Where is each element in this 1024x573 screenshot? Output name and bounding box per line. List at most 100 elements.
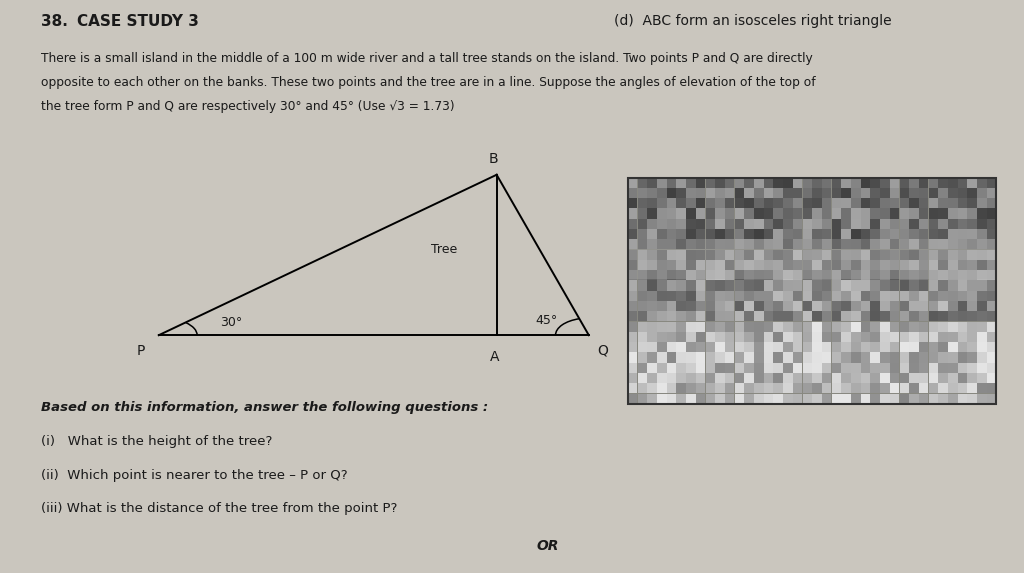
Text: (d)  ABC form an isosceles right triangle: (d) ABC form an isosceles right triangle [614,14,892,28]
Bar [638,373,647,383]
Bar [968,270,977,280]
Bar [647,373,656,383]
Bar [764,383,773,394]
Bar [706,332,715,342]
Bar [754,321,764,332]
Text: B: B [488,152,499,166]
Bar [734,383,744,394]
Bar [647,383,656,394]
Bar [899,260,909,270]
Bar [638,363,647,373]
Bar [968,229,977,239]
Bar [715,383,725,394]
Bar [812,373,822,383]
Bar [725,332,734,342]
Bar [803,394,812,404]
Bar [696,311,706,321]
Bar [861,332,870,342]
Bar [812,383,822,394]
Bar [686,260,695,270]
Bar [647,209,656,218]
Bar [793,198,803,208]
Bar [657,311,667,321]
Bar [667,188,676,198]
Bar [686,250,695,260]
Bar [919,373,929,383]
Text: (iii) What is the distance of the tree from the point P?: (iii) What is the distance of the tree f… [41,502,397,515]
Bar [831,342,841,352]
Bar [754,291,764,301]
Bar [831,209,841,218]
Bar [696,373,706,383]
Bar [909,229,919,239]
Bar [657,332,667,342]
Bar [686,342,695,352]
Bar [793,363,803,373]
Bar [715,363,725,373]
Bar [909,311,919,321]
Bar [929,260,938,270]
Bar [851,301,860,311]
Bar [706,250,715,260]
Bar [987,209,996,218]
Bar [968,280,977,291]
Bar [919,342,929,352]
Bar [948,311,957,321]
Bar [977,219,987,229]
Bar [764,342,773,352]
Bar [793,178,803,188]
Bar [881,352,890,363]
Bar [803,250,812,260]
Bar [948,291,957,301]
Bar [667,352,676,363]
Bar [793,229,803,239]
Bar [919,394,929,404]
Bar [744,394,754,404]
Bar [812,394,822,404]
Bar [881,394,890,404]
Bar [870,394,880,404]
Bar [909,342,919,352]
Bar [706,394,715,404]
Bar [881,301,890,311]
Bar [909,321,919,332]
Bar [938,280,948,291]
Bar [831,219,841,229]
Bar [842,394,851,404]
Bar [851,260,860,270]
Bar [657,229,667,239]
Bar [957,342,968,352]
Bar [638,260,647,270]
Bar [783,363,793,373]
Bar [715,188,725,198]
Bar [734,363,744,373]
Bar [812,240,822,249]
Bar [647,178,656,188]
Bar [803,332,812,342]
Bar [715,280,725,291]
Bar [696,240,706,249]
Bar [861,321,870,332]
Bar [812,260,822,270]
Bar [657,363,667,373]
Bar [842,260,851,270]
Bar [715,240,725,249]
Bar [812,332,822,342]
Bar [881,178,890,188]
Bar [754,198,764,208]
Bar [929,178,938,188]
Bar [725,383,734,394]
Bar [957,188,968,198]
Bar [764,240,773,249]
Bar [696,209,706,218]
Bar [647,260,656,270]
Bar [929,342,938,352]
Bar [919,219,929,229]
Bar [803,198,812,208]
Bar [696,342,706,352]
Bar [706,321,715,332]
Bar [870,219,880,229]
Bar [783,178,793,188]
Bar [987,321,996,332]
Bar [734,270,744,280]
